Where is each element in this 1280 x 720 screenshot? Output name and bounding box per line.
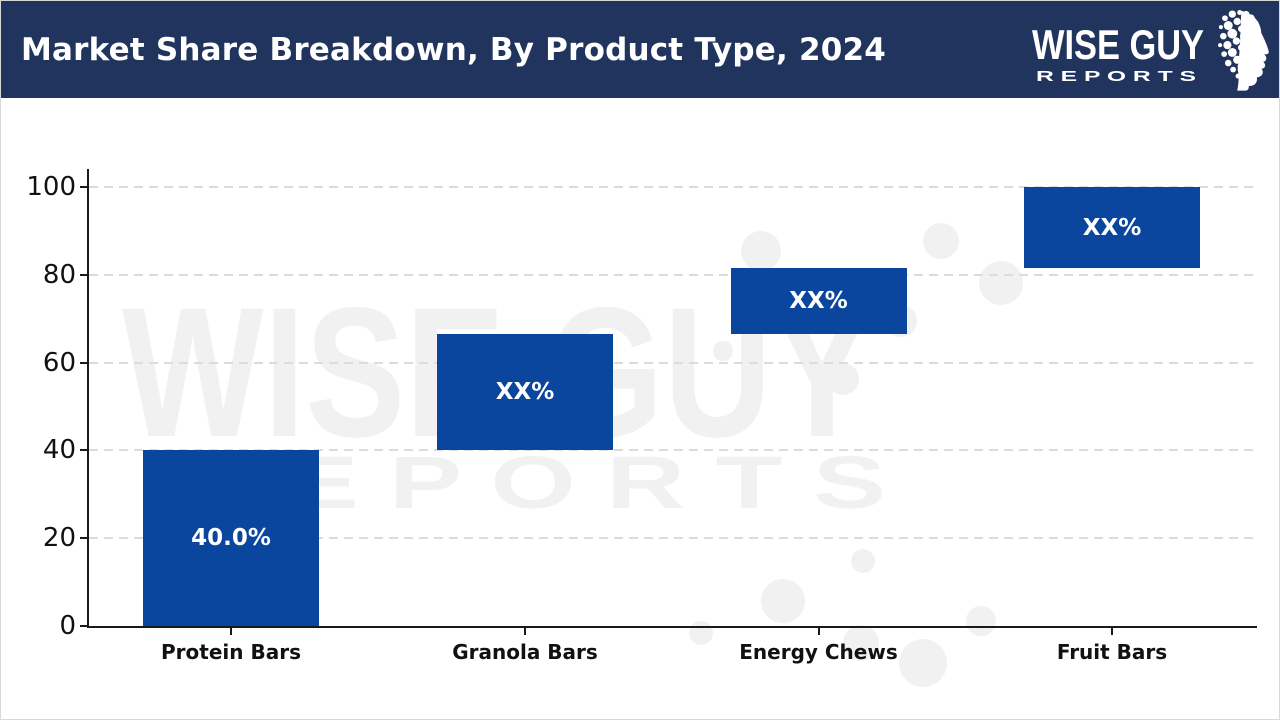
y-tick-mark xyxy=(80,273,89,276)
gridline xyxy=(89,449,1257,452)
x-tick-mark xyxy=(817,626,820,635)
bar-protein-bars: 40.0% xyxy=(143,450,319,626)
chart-area: WISE GUY R E P O R T S 0 20 40 60 80 100 40.0%… xyxy=(1,98,1279,719)
x-category-label: Energy Chews xyxy=(739,640,898,664)
logo-text: WISE GUY R E P O R T S xyxy=(1032,21,1204,85)
y-tick-label: 40 xyxy=(42,435,76,466)
x-category-label: Granola Bars xyxy=(452,640,598,664)
gridline xyxy=(89,361,1257,364)
gridline xyxy=(89,537,1257,540)
y-tick-label: 100 xyxy=(26,172,76,202)
x-category-label: Fruit Bars xyxy=(1056,640,1168,664)
y-tick-label: 60 xyxy=(42,347,76,378)
watermark-scatter-dots xyxy=(689,223,1023,687)
gridline xyxy=(89,273,1257,276)
bar-fruit-bars: XX% xyxy=(1024,187,1200,269)
bar-value-label: XX% xyxy=(789,288,848,315)
y-tick-label: 0 xyxy=(59,611,76,641)
y-tick-label: 20 xyxy=(42,523,76,554)
bar-value-label: 40.0% xyxy=(191,525,271,552)
y-tick-mark xyxy=(80,537,89,540)
page-title: Market Share Breakdown, By Product Type,… xyxy=(21,31,887,68)
x-tick-mark xyxy=(230,626,232,635)
y-tick-mark xyxy=(80,625,89,627)
bar-value-label: XX% xyxy=(1082,214,1142,241)
gridline xyxy=(89,186,1257,188)
x-axis-line xyxy=(87,626,1257,628)
logo-line1: WISE GUY xyxy=(1032,21,1204,68)
x-category-label: Protein Bars xyxy=(161,640,301,664)
y-axis-line xyxy=(87,169,89,626)
bar-granola-bars: XX% xyxy=(437,334,613,451)
bar-value-label: XX% xyxy=(495,379,555,406)
wise-guy-logo: WISE GUY R E P O R T S xyxy=(1030,9,1269,91)
x-tick-mark xyxy=(1111,626,1113,635)
y-tick-label: 80 xyxy=(42,259,76,290)
y-tick-mark xyxy=(80,186,89,188)
x-tick-mark xyxy=(524,626,526,635)
bar-energy-chews: XX% xyxy=(730,268,907,335)
header-banner: Market Share Breakdown, By Product Type,… xyxy=(1,1,1279,98)
y-tick-mark xyxy=(80,449,89,452)
y-tick-mark xyxy=(80,361,89,364)
logo-line2: R E P O R T S xyxy=(1036,68,1196,85)
